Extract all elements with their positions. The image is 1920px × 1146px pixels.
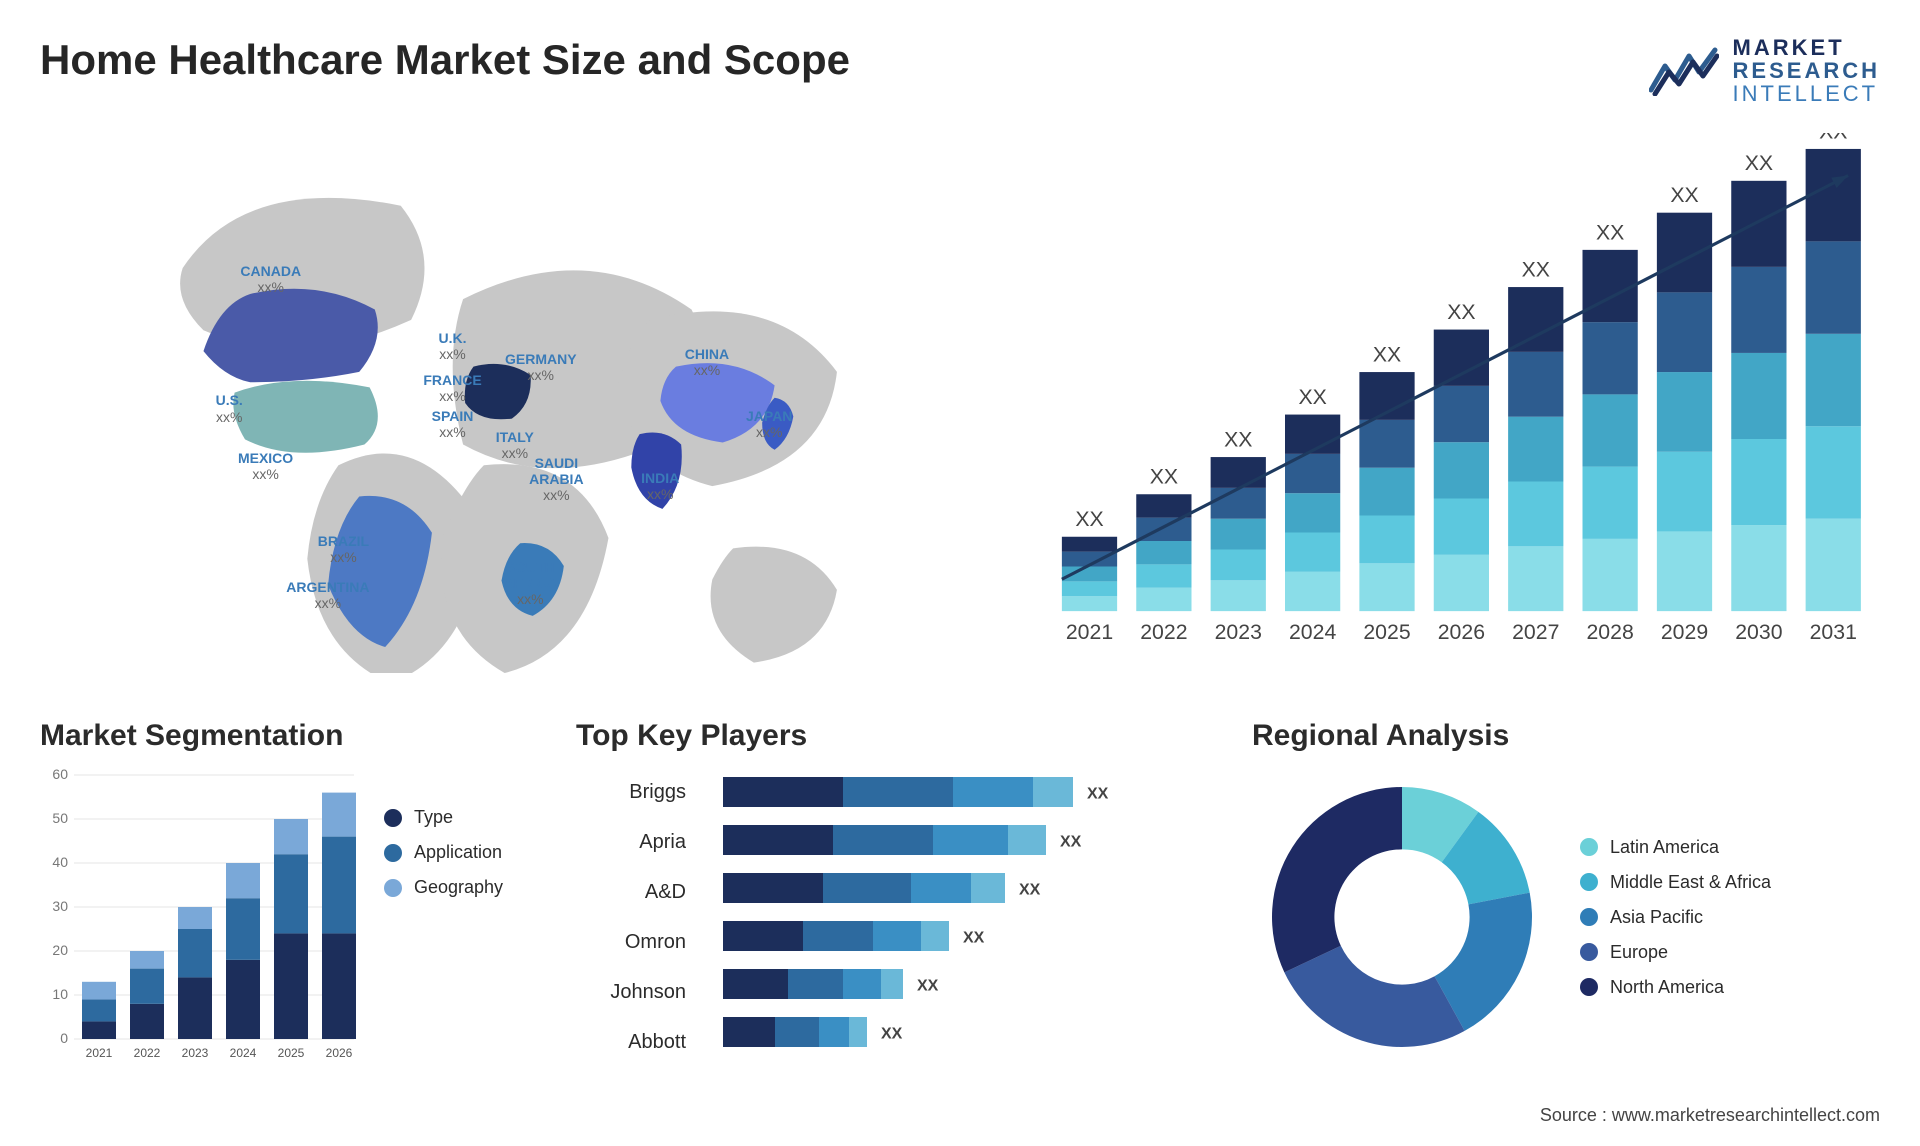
svg-text:XX: XX — [1150, 465, 1178, 489]
map-label-mexico: MEXICOxx% — [221, 450, 311, 482]
regional-panel: Regional Analysis Latin America Middle Ea… — [1252, 719, 1880, 1093]
legend-item: Application — [384, 842, 503, 863]
legend-item: Asia Pacific — [1580, 907, 1771, 928]
player-name: Johnson — [576, 981, 686, 1004]
map-label-saudi-arabia: SAUDI ARABIAxx% — [511, 455, 601, 503]
svg-text:2027: 2027 — [1512, 620, 1559, 644]
svg-text:XX: XX — [1745, 151, 1773, 175]
players-title: Top Key Players — [576, 719, 1216, 753]
svg-text:30: 30 — [52, 898, 68, 914]
svg-text:2028: 2028 — [1586, 620, 1633, 644]
svg-text:50: 50 — [52, 810, 68, 826]
player-name: Briggs — [576, 781, 686, 804]
regional-donut — [1252, 767, 1552, 1067]
svg-text:XX: XX — [1596, 221, 1624, 245]
svg-text:2021: 2021 — [86, 1046, 113, 1060]
segmentation-chart: 0 10 20 30 40 50 60 2021 2022 2023 2024 2025 2026 — [40, 767, 360, 1067]
svg-text:XX: XX — [1224, 428, 1252, 452]
map-label-south-africa: SOUTH AFRICAxx% — [485, 559, 575, 607]
legend-item: Type — [384, 807, 503, 828]
map-label-brazil: BRAZILxx% — [298, 533, 388, 565]
logo-line3: INTELLECT — [1733, 82, 1880, 105]
map-label-france: FRANCExx% — [408, 372, 498, 404]
map-label-argentina: ARGENTINAxx% — [283, 579, 373, 611]
map-label-germany: GERMANYxx% — [496, 351, 586, 383]
svg-text:2030: 2030 — [1735, 620, 1782, 644]
svg-text:2026: 2026 — [1438, 620, 1485, 644]
logo-text: MARKET RESEARCH INTELLECT — [1733, 36, 1880, 105]
svg-text:2023: 2023 — [182, 1046, 209, 1060]
logo-line2: RESEARCH — [1733, 59, 1880, 82]
legend-item: Middle East & Africa — [1580, 872, 1771, 893]
svg-text:XX: XX — [1060, 834, 1082, 851]
svg-text:2029: 2029 — [1661, 620, 1708, 644]
regional-title: Regional Analysis — [1252, 719, 1880, 753]
svg-text:XX: XX — [1087, 786, 1109, 803]
map-label-u-k-: U.K.xx% — [408, 330, 498, 362]
svg-text:40: 40 — [52, 854, 68, 870]
legend-item: North America — [1580, 977, 1771, 998]
legend-item: Geography — [384, 877, 503, 898]
player-name: Apria — [576, 831, 686, 854]
segmentation-panel: Market Segmentation 0 10 20 30 40 50 60 2021 202… — [40, 719, 540, 1093]
svg-text:2024: 2024 — [1289, 620, 1336, 644]
segmentation-title: Market Segmentation — [40, 719, 540, 753]
svg-text:0: 0 — [60, 1030, 68, 1046]
players-labels: Briggs Apria A&D Omron Johnson Abbott — [576, 767, 686, 1067]
segmentation-legend: Type Application Geography — [384, 767, 503, 1067]
legend-item: Latin America — [1580, 837, 1771, 858]
svg-text:2021: 2021 — [1066, 620, 1113, 644]
svg-text:XX: XX — [1298, 385, 1326, 409]
regional-legend: Latin America Middle East & Africa Asia Pa… — [1580, 837, 1771, 998]
player-name: Omron — [576, 931, 686, 954]
player-name: Abbott — [576, 1031, 686, 1054]
header: Home Healthcare Market Size and Scope MA… — [40, 36, 1880, 105]
svg-text:2025: 2025 — [278, 1046, 305, 1060]
world-map: CANADAxx% U.S.xx% MEXICOxx% BRAZILxx% ARGENT… — [40, 133, 990, 673]
svg-text:60: 60 — [52, 767, 68, 782]
brand-logo: MARKET RESEARCH INTELLECT — [1649, 36, 1880, 105]
player-name: A&D — [576, 881, 686, 904]
players-chart: XX XX XX XX XX XX — [710, 767, 1216, 1067]
svg-text:2023: 2023 — [1215, 620, 1262, 644]
map-label-china: CHINAxx% — [662, 346, 752, 378]
svg-text:20: 20 — [52, 942, 68, 958]
svg-text:2022: 2022 — [1140, 620, 1187, 644]
growth-chart: XX 2021 XX 2022 XX 2023 XX 2024 XX 2025 XX 2026 XX 20… — [1030, 133, 1880, 673]
source-footer: Source : www.marketresearchintellect.com — [40, 1105, 1880, 1126]
svg-text:XX: XX — [1522, 258, 1550, 282]
svg-text:2022: 2022 — [134, 1046, 161, 1060]
map-label-japan: JAPANxx% — [724, 408, 814, 440]
players-panel: Top Key Players Briggs Apria A&D Omron Johns… — [576, 719, 1216, 1093]
logo-mark-icon — [1649, 46, 1719, 96]
svg-text:XX: XX — [1447, 300, 1475, 324]
donut-slice — [1272, 787, 1402, 972]
legend-item: Europe — [1580, 942, 1771, 963]
svg-text:XX: XX — [1373, 343, 1401, 367]
svg-text:XX: XX — [1075, 507, 1103, 531]
svg-text:XX: XX — [963, 930, 985, 947]
svg-text:XX: XX — [881, 1026, 903, 1043]
logo-line1: MARKET — [1733, 36, 1880, 59]
svg-text:2026: 2026 — [326, 1046, 353, 1060]
svg-text:XX: XX — [1019, 882, 1041, 899]
map-label-india: INDIAxx% — [615, 470, 705, 502]
map-label-canada: CANADAxx% — [226, 263, 316, 295]
svg-text:2024: 2024 — [230, 1046, 257, 1060]
map-label-u-s-: U.S.xx% — [184, 392, 274, 424]
svg-text:2025: 2025 — [1363, 620, 1410, 644]
svg-text:10: 10 — [52, 986, 68, 1002]
donut-slice — [1284, 946, 1464, 1047]
svg-text:2031: 2031 — [1810, 620, 1857, 644]
svg-text:XX: XX — [1670, 183, 1698, 207]
page-title: Home Healthcare Market Size and Scope — [40, 36, 850, 84]
svg-text:XX: XX — [917, 978, 939, 995]
svg-text:XX: XX — [1819, 133, 1847, 143]
